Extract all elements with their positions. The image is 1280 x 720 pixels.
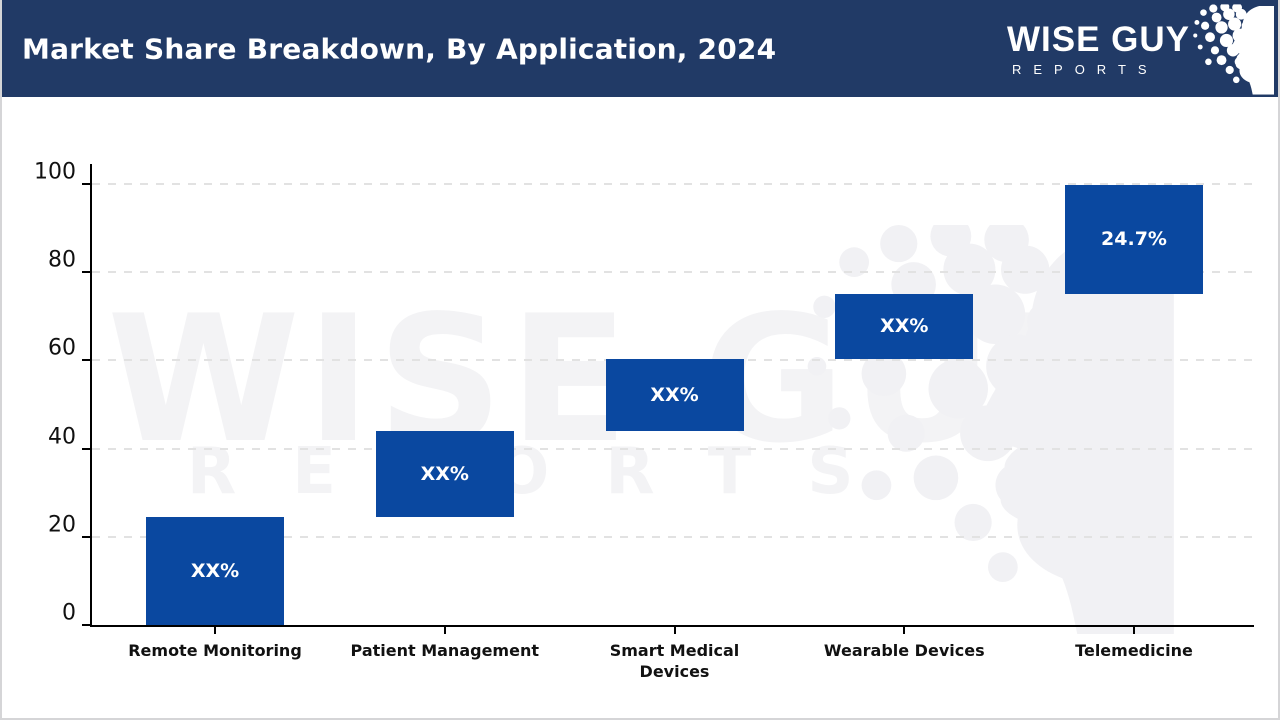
x-axis-tick [673,625,676,634]
chart-title: Market Share Breakdown, By Application, … [22,32,777,65]
plot-area: 0 20 40 60 80 100 XX% XX% XX% XX% 24.7% Remote Moni… [34,160,1254,681]
chart-canvas: WISE GUY REPORTS 0 20 40 60 80 100 XX% XX% XX% XX… [2,97,1278,718]
y-axis-tick [82,183,90,186]
y-axis-tick [82,624,90,626]
y-axis-tick-label: 100 [34,159,76,185]
x-axis-category-label: Patient Management [350,641,539,660]
gridline [92,447,1254,450]
logo-head-icon [1192,4,1274,95]
header-banner: Market Share Breakdown, By Application, … [2,0,1278,97]
bar-value-label: XX% [880,315,929,338]
y-axis-tick [82,271,90,274]
waterfall-bar: XX% [835,293,974,359]
gridline [92,183,1254,186]
logo-wordmark: WISE GUY [1006,20,1190,59]
y-axis-tick-label: 20 [48,512,76,538]
waterfall-bar: XX% [146,517,284,625]
y-axis-tick [82,447,90,450]
x-axis-category-label: Telemedicine [1075,641,1193,660]
y-axis-tick [82,535,90,538]
x-axis-tick [214,625,216,634]
y-axis-tick-label: 80 [48,247,76,273]
x-axis-category-label: Wearable Devices [823,641,985,660]
waterfall-bar: XX% [605,358,744,431]
y-axis-tick-label: 40 [48,424,76,450]
x-axis-tick [1133,625,1135,634]
watermark-subtext: REPORTS [187,435,910,509]
y-axis-tick-label: 60 [48,335,76,361]
wiseguy-logo: WISE GUY REPORTS [1007,22,1190,77]
waterfall-bar: XX% [375,431,514,518]
bar-value-label: XX% [190,560,240,583]
bar-value-label: 24.7% [1101,228,1167,251]
x-axis-tick [903,625,906,634]
gridline [92,271,1254,274]
bar-value-label: XX% [650,383,699,406]
x-axis-tick [443,625,446,634]
y-axis-tick [82,359,90,362]
y-axis-tick-label: 0 [62,600,76,626]
gridline [92,535,1254,538]
waterfall-bar: 24.7% [1065,184,1203,294]
bar-value-label: XX% [420,463,469,486]
x-axis-category-label: Smart Medical Devices [609,641,740,681]
x-axis-category-label: Remote Monitoring [128,641,302,660]
logo-subtext: REPORTS [1011,62,1159,77]
